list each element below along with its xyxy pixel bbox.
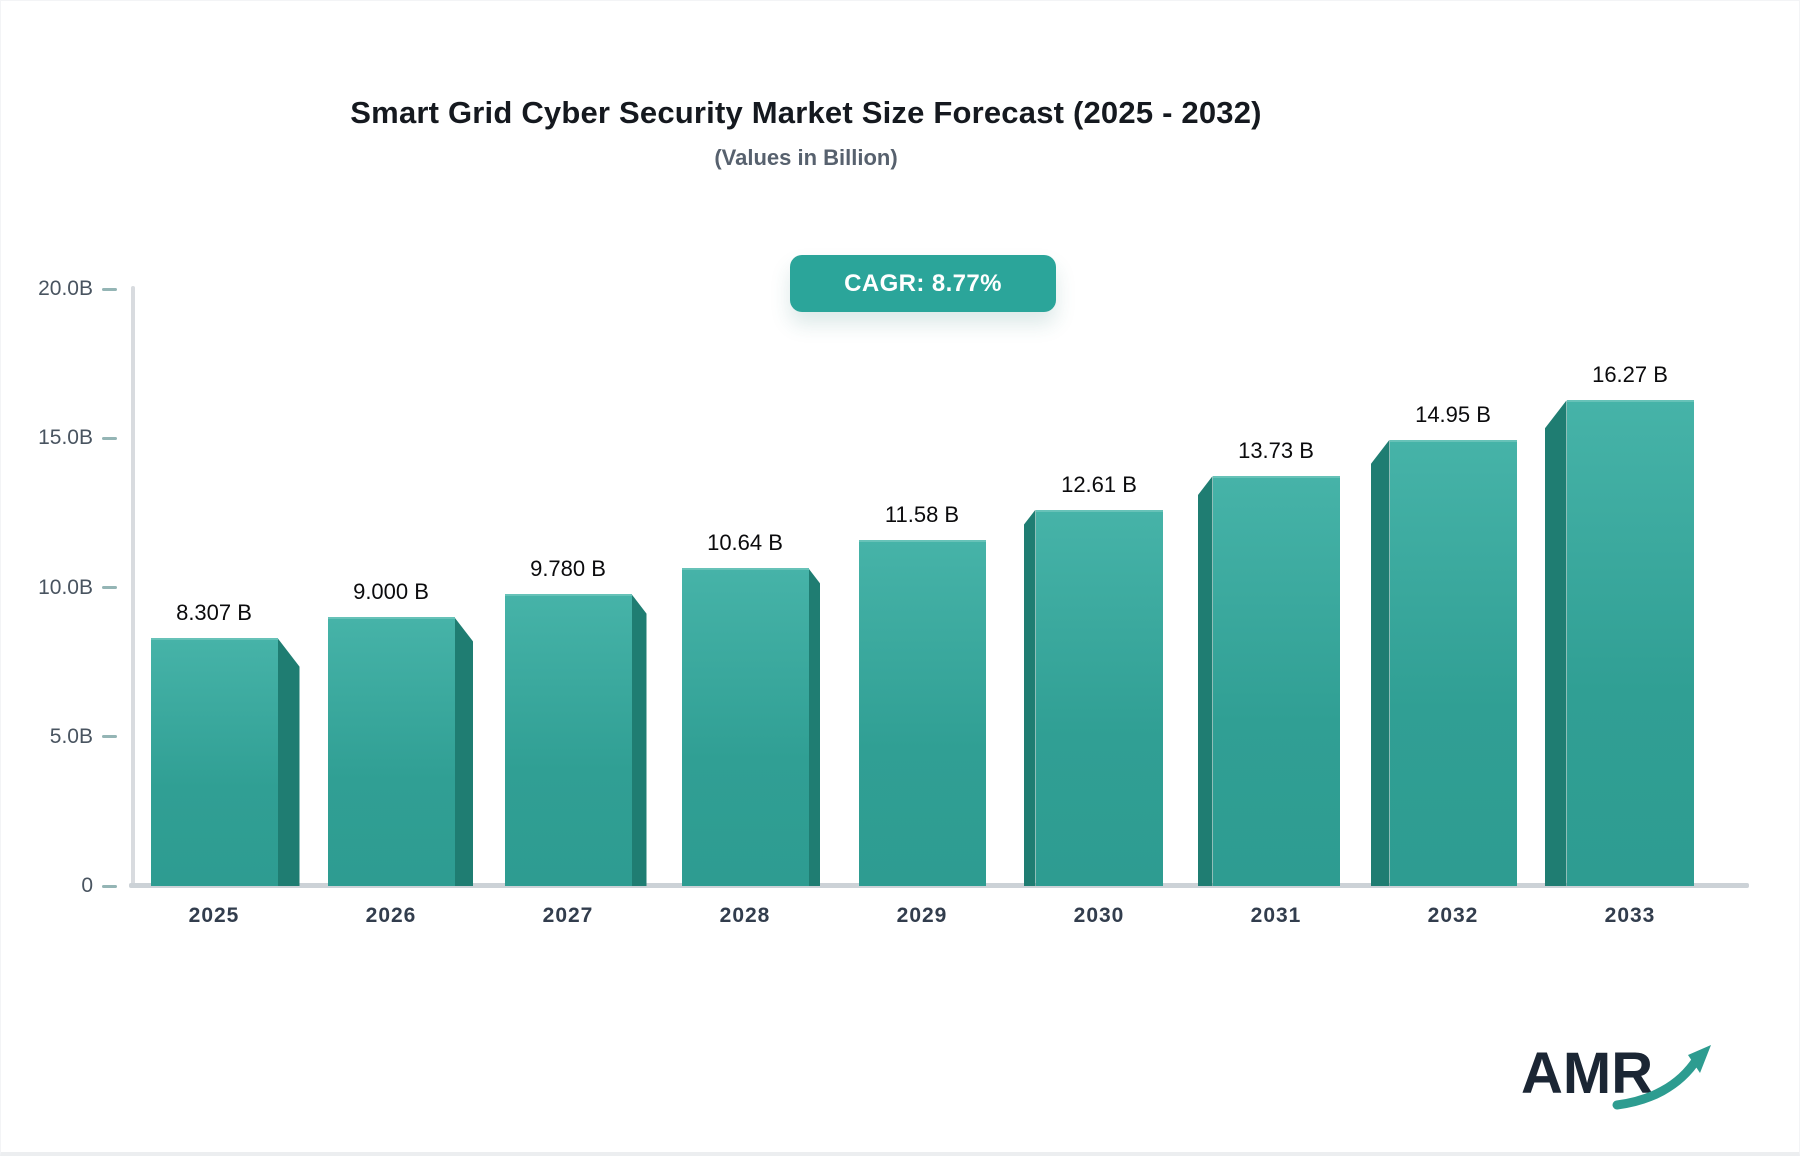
bar-2027 <box>504 594 632 886</box>
bar-2032 <box>1389 439 1517 886</box>
y-tick <box>102 586 117 589</box>
y-tick <box>102 436 117 440</box>
x-tick-label: 2028 <box>719 904 771 927</box>
bar-side-face <box>1544 400 1567 886</box>
amr-logo-graphic: AMR <box>1521 1041 1711 1110</box>
chart-title: Smart Grid Cyber Security Market Size Fo… <box>350 95 1262 130</box>
x-tick-label: 2027 <box>542 904 594 927</box>
chart-subtitle: (Values in Billion) <box>714 145 898 170</box>
bar-2033 <box>1566 400 1694 886</box>
y-axis-line <box>131 286 135 887</box>
bar-value-label: 16.27 B <box>1592 362 1668 388</box>
bar-value-label: 11.58 B <box>884 502 960 528</box>
bar-side-face <box>1197 476 1213 886</box>
bar-value-label: 9.780 B <box>530 556 606 582</box>
bar-side-face <box>454 617 473 886</box>
cagr-badge-label: CAGR: 8.77% <box>844 269 1002 297</box>
chart-header: Smart Grid Cyber Security Market Size Fo… <box>1 95 1611 171</box>
y-tick-label: 0 <box>81 874 93 897</box>
growth-arrow-icon <box>1612 1045 1711 1110</box>
bar-value-label: 12.61 B <box>1061 471 1137 497</box>
bar-2031 <box>1212 476 1340 886</box>
bar-value-label: 9.000 B <box>353 579 429 605</box>
bar-value-label: 13.73 B <box>1238 438 1314 464</box>
bar-2028 <box>681 568 809 886</box>
y-tick-label: 10.0B <box>38 575 93 599</box>
x-tick-label: 2030 <box>1073 904 1125 927</box>
x-tick-label: 2031 <box>1250 904 1302 927</box>
x-tick-label: 2033 <box>1604 904 1656 927</box>
x-tick-label: 2025 <box>188 904 240 927</box>
x-tick-label: 2032 <box>1427 904 1479 927</box>
cagr-badge: CAGR: 8.77% <box>790 255 1056 312</box>
bar-2026 <box>327 617 455 886</box>
y-tick-label: 20.0B <box>38 277 93 300</box>
bar-2030 <box>1035 509 1163 886</box>
bar-side-face <box>277 638 300 886</box>
y-tick-label: 5.0B <box>49 724 93 748</box>
bar-value-label: 14.95 B <box>1415 401 1491 427</box>
bar-side-face <box>1371 439 1390 886</box>
y-tick-label: 15.0B <box>38 426 93 450</box>
bar-2025 <box>150 638 278 886</box>
y-tick <box>102 287 117 291</box>
amr-logo: AMR <box>1521 1031 1731 1115</box>
bar-value-label: 8.307 B <box>176 600 252 626</box>
y-tick <box>102 884 117 888</box>
bar-value-label: 10.64 B <box>707 530 783 556</box>
bar-side-face <box>1024 509 1036 886</box>
x-tick-label: 2026 <box>365 904 417 927</box>
x-tick-label: 2029 <box>896 904 948 927</box>
bar-2029 <box>858 540 986 886</box>
amr-logo-text: AMR <box>1521 1041 1653 1106</box>
y-tick <box>102 735 117 739</box>
bar-side-face <box>631 594 647 886</box>
bar-side-face <box>808 568 820 886</box>
